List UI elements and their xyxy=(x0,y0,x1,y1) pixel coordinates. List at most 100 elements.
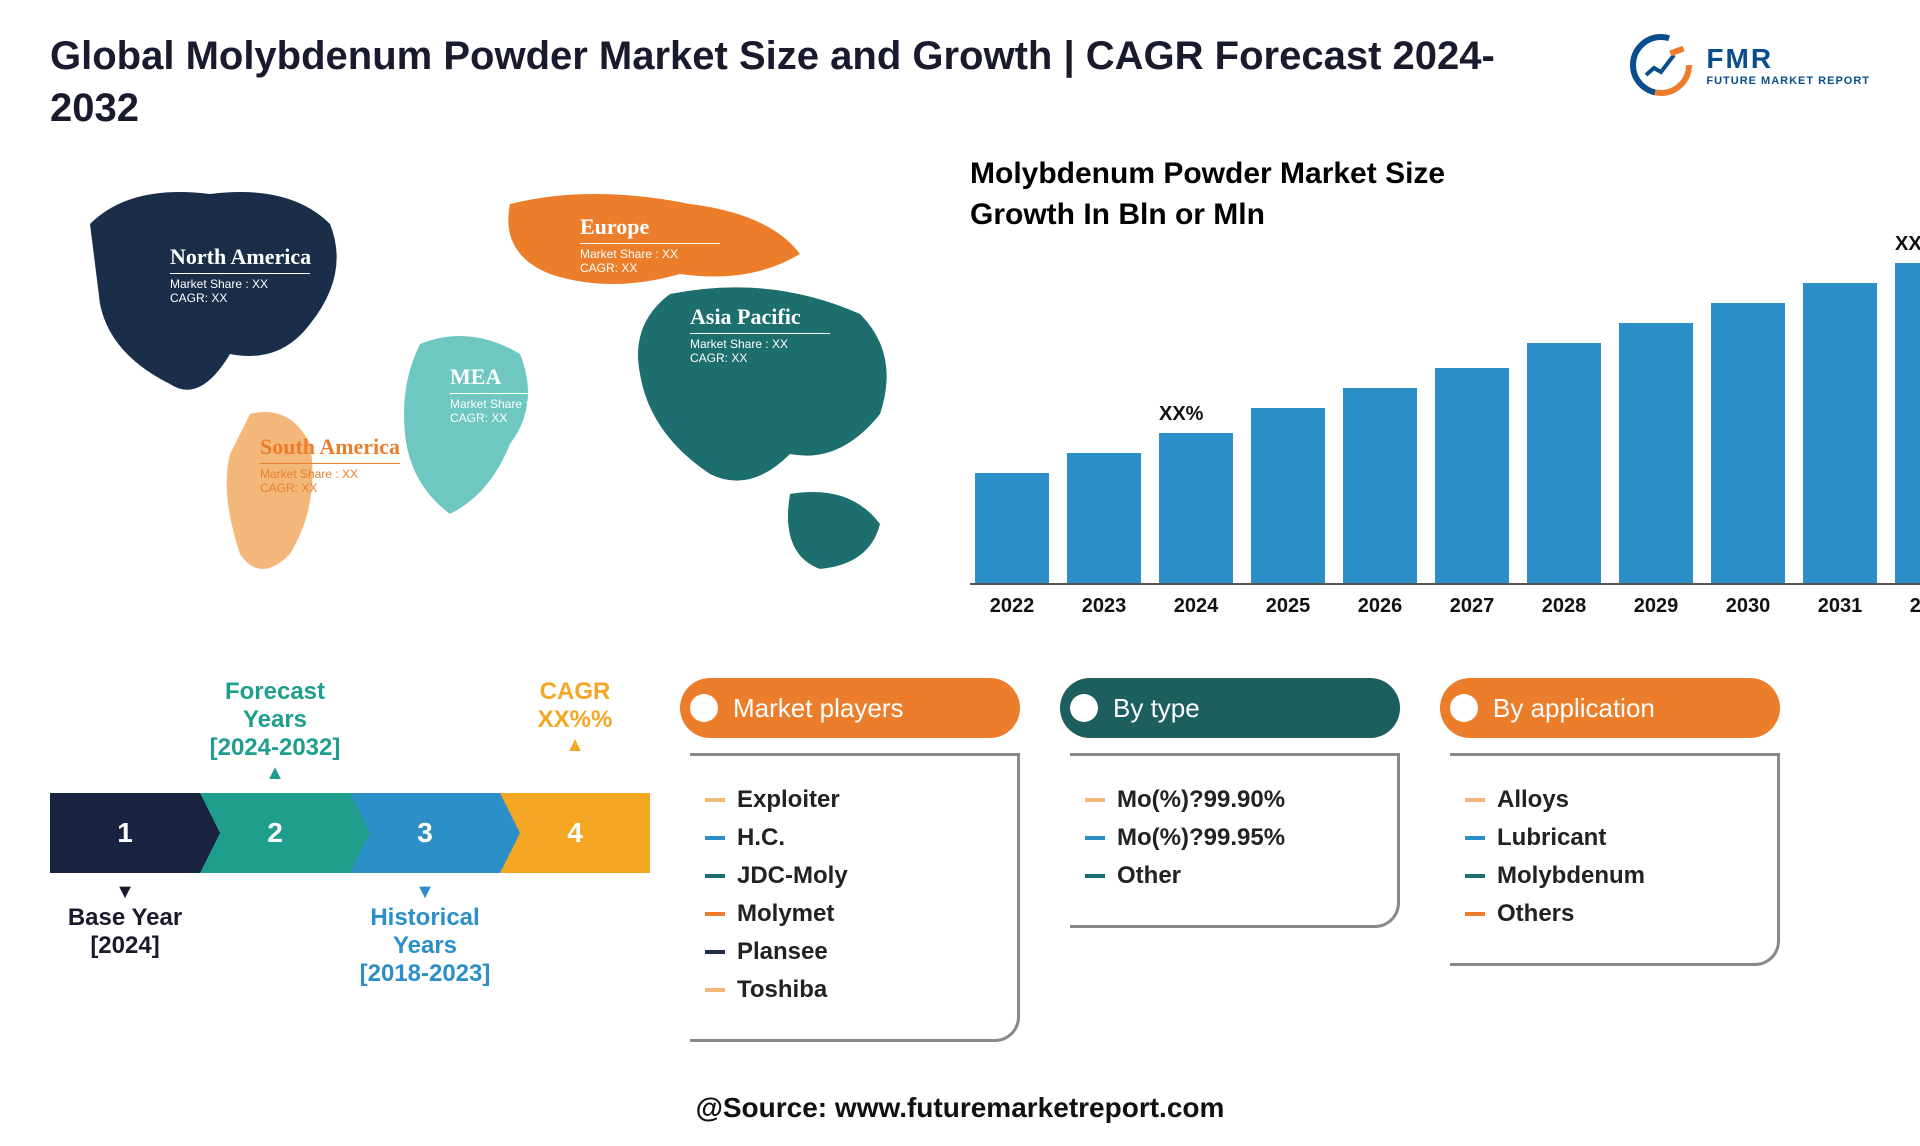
tick-icon xyxy=(705,950,725,954)
bar-2022 xyxy=(975,473,1049,583)
category-item: Other xyxy=(1085,862,1372,890)
timeline: Forecast Years[2024-2032]▲CAGRXX%%▲ 1234… xyxy=(50,678,650,988)
bottom-row: Forecast Years[2024-2032]▲CAGRXX%%▲ 1234… xyxy=(50,678,1870,1042)
bar-year-label: 2022 xyxy=(975,595,1049,618)
category-item: JDC-Moly xyxy=(705,862,992,890)
timeline-segment-4: 4 xyxy=(500,793,650,873)
timeline-segment-3: 3 xyxy=(350,793,500,873)
tick-icon xyxy=(1085,836,1105,840)
category-list: Alloys Lubricant Molybdenum Others xyxy=(1450,753,1780,966)
category-item-label: Exploiter xyxy=(737,786,840,814)
timeline-bar: 1234 xyxy=(50,793,650,873)
bar-year-label: 2024 xyxy=(1159,595,1233,618)
bar-2028 xyxy=(1527,343,1601,583)
category-columns: Market players Exploiter H.C. JDC-Moly Molym… xyxy=(680,678,1870,1042)
header: Global Molybdenum Powder Market Size and… xyxy=(50,30,1870,134)
category-item: Lubricant xyxy=(1465,824,1752,852)
bar-2030 xyxy=(1711,303,1785,583)
tick-icon xyxy=(705,874,725,878)
category-by-application: By application Alloys Lubricant Molybdenum O… xyxy=(1440,678,1780,1042)
bar-2031 xyxy=(1803,283,1877,583)
bar-annotation: XX% xyxy=(1895,233,1920,256)
region-label-europe: EuropeMarket Share : XXCAGR: XX xyxy=(580,214,720,275)
growth-chart: Molybdenum Powder Market Size Growth In … xyxy=(970,154,1920,618)
bar-year-label: 2025 xyxy=(1251,595,1325,618)
timeline-label: ▼Historical Years[2018-2023] xyxy=(350,881,500,988)
category-item-label: Plansee xyxy=(737,938,828,966)
category-item: Molybdenum xyxy=(1465,862,1752,890)
category-list: Mo(%)?99.90% Mo(%)?99.95% Other xyxy=(1070,753,1400,928)
category-item-label: Mo(%)?99.95% xyxy=(1117,824,1285,852)
world-map: North AmericaMarket Share : XXCAGR: XX So… xyxy=(50,154,930,594)
category-item: Toshiba xyxy=(705,976,992,1004)
bar-2026 xyxy=(1343,388,1417,583)
region-label-asia-pacific: Asia PacificMarket Share : XXCAGR: XX xyxy=(690,304,830,365)
bar-2032: XX% xyxy=(1895,263,1920,583)
category-item: Exploiter xyxy=(705,786,992,814)
logo-icon xyxy=(1626,30,1696,100)
region-label-north-america: North AmericaMarket Share : XXCAGR: XX xyxy=(170,244,311,305)
category-item: Alloys xyxy=(1465,786,1752,814)
pill-dot-icon xyxy=(1450,694,1478,722)
category-pill: By type xyxy=(1060,678,1400,738)
timeline-top-labels: Forecast Years[2024-2032]▲CAGRXX%%▲ xyxy=(50,678,650,785)
category-title: By type xyxy=(1113,693,1200,724)
logo-text: FMR xyxy=(1706,43,1870,75)
category-item: Others xyxy=(1465,900,1752,928)
bar-x-labels: 2022202320242025202620272028202920302031… xyxy=(970,585,1920,618)
bar-2025 xyxy=(1251,408,1325,583)
category-market-players: Market players Exploiter H.C. JDC-Moly Molym… xyxy=(680,678,1020,1042)
logo-text-wrap: FMR FUTURE MARKET REPORT xyxy=(1706,43,1870,87)
bar-year-label: 2023 xyxy=(1067,595,1141,618)
tick-icon xyxy=(1085,874,1105,878)
bar-container: XX% XX% xyxy=(970,255,1920,585)
pill-dot-icon xyxy=(690,694,718,722)
bar-year-label: 2031 xyxy=(1803,595,1877,618)
category-item: Mo(%)?99.90% xyxy=(1085,786,1372,814)
bar-year-label: 2032 xyxy=(1895,595,1920,618)
bar-year-label: 2030 xyxy=(1711,595,1785,618)
page-title: Global Molybdenum Powder Market Size and… xyxy=(50,30,1550,134)
timeline-segment-1: 1 xyxy=(50,793,200,873)
category-title: Market players xyxy=(733,693,904,724)
logo-subtext: FUTURE MARKET REPORT xyxy=(1706,75,1870,87)
category-item: H.C. xyxy=(705,824,992,852)
bar-2029 xyxy=(1619,323,1693,583)
region-label-mea: MEAMarket Share : XXCAGR: XX xyxy=(450,364,590,425)
bar-year-label: 2026 xyxy=(1343,595,1417,618)
tick-icon xyxy=(1465,874,1485,878)
bar-year-label: 2028 xyxy=(1527,595,1601,618)
pill-dot-icon xyxy=(1070,694,1098,722)
category-by-type: By type Mo(%)?99.90% Mo(%)?99.95% Other xyxy=(1060,678,1400,1042)
tick-icon xyxy=(1465,912,1485,916)
timeline-segment-2: 2 xyxy=(200,793,350,873)
category-item: Plansee xyxy=(705,938,992,966)
category-pill: Market players xyxy=(680,678,1020,738)
tick-icon xyxy=(705,912,725,916)
category-title: By application xyxy=(1493,693,1655,724)
bar-2027 xyxy=(1435,368,1509,583)
category-item-label: Others xyxy=(1497,900,1574,928)
region-label-south-america: South AmericaMarket Share : XXCAGR: XX xyxy=(260,434,400,495)
tick-icon xyxy=(1465,836,1485,840)
tick-icon xyxy=(705,836,725,840)
tick-icon xyxy=(1465,798,1485,802)
tick-icon xyxy=(705,798,725,802)
category-item-label: Molybdenum xyxy=(1497,862,1645,890)
category-item-label: JDC-Moly xyxy=(737,862,848,890)
timeline-label: ▼Base Year[2024] xyxy=(50,881,200,988)
bar-2024: XX% xyxy=(1159,433,1233,583)
timeline-label: CAGRXX%%▲ xyxy=(500,678,650,785)
logo: FMR FUTURE MARKET REPORT xyxy=(1626,30,1870,100)
category-item-label: Alloys xyxy=(1497,786,1569,814)
bar-year-label: 2029 xyxy=(1619,595,1693,618)
bar-annotation: XX% xyxy=(1159,403,1203,426)
main-row: North AmericaMarket Share : XXCAGR: XX So… xyxy=(50,154,1870,618)
chart-title: Molybdenum Powder Market Size Growth In … xyxy=(970,154,1450,235)
category-item: Molymet xyxy=(705,900,992,928)
category-item-label: Molymet xyxy=(737,900,834,928)
category-item-label: Mo(%)?99.90% xyxy=(1117,786,1285,814)
bar-2023 xyxy=(1067,453,1141,583)
category-item: Mo(%)?99.95% xyxy=(1085,824,1372,852)
source-line: @Source: www.futuremarketreport.com xyxy=(50,1092,1870,1124)
